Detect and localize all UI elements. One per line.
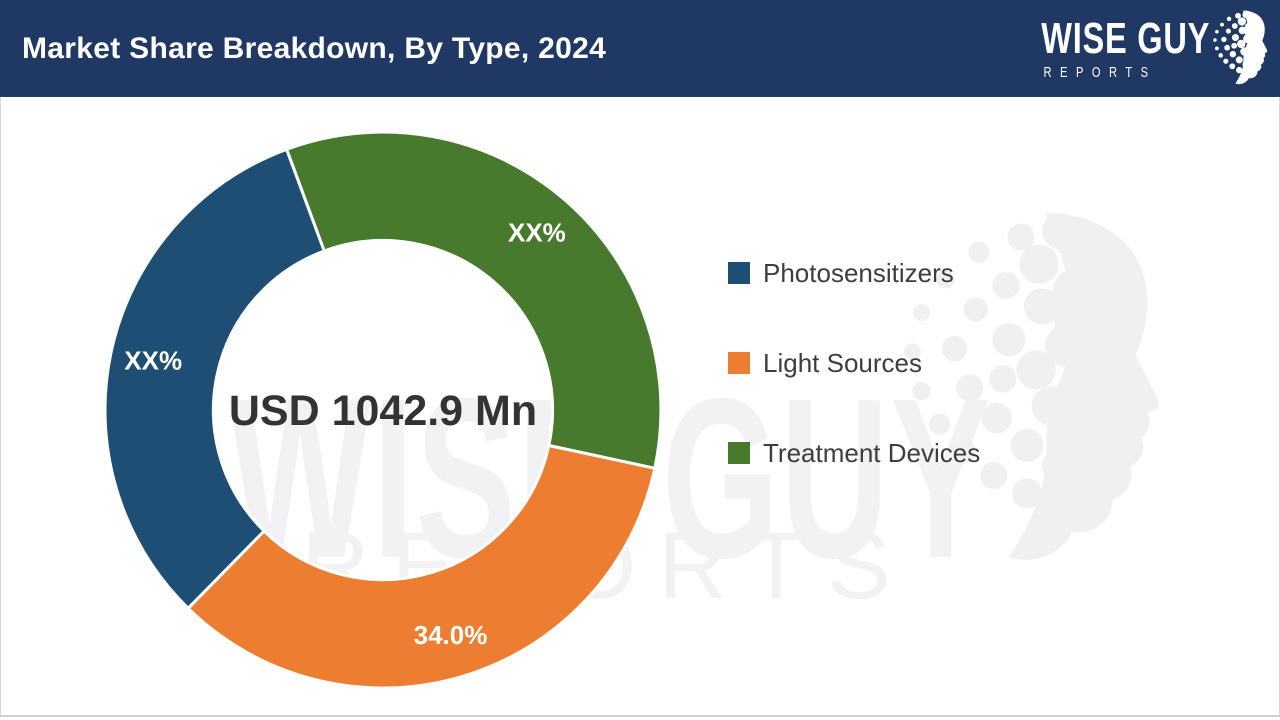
legend-label: Photosensitizers — [763, 257, 954, 288]
logo-text: WISE GUY REPORTS — [1041, 13, 1210, 81]
logo-subtext: REPORTS — [1043, 63, 1157, 81]
legend-row-treatment-devices: Treatment Devices — [728, 438, 980, 468]
donut-chart: XX% 34.0% XX% — [103, 130, 663, 690]
legend-label: Treatment Devices — [763, 437, 981, 468]
legend-swatch-photosensitizers — [728, 262, 750, 284]
donut-segment-treatment-devices — [285, 130, 663, 470]
legend-label: Light Sources — [763, 347, 922, 378]
bottom-divider — [0, 715, 1280, 717]
legend-swatch-treatment-devices — [728, 442, 750, 464]
chart-center-label: USD 1042.9 Mn — [228, 387, 538, 435]
legend-row-light-sources: Light Sources — [728, 348, 980, 378]
legend: Photosensitizers Light Sources Treatment… — [728, 258, 980, 468]
legend-row-photosensitizers: Photosensitizers — [728, 258, 980, 288]
segment-label: 34.0% — [414, 620, 488, 650]
legend-swatch-light-sources — [728, 352, 750, 374]
donut-segment-photosensitizers — [103, 147, 326, 610]
logo-face-icon — [1206, 7, 1270, 91]
donut-segment-light-sources — [186, 444, 657, 690]
segment-label: XX% — [508, 217, 566, 247]
header-bar: Market Share Breakdown, By Type, 2024 WI… — [0, 0, 1280, 97]
logo-wordmark: WISE GUY — [1041, 13, 1210, 63]
wise-guy-logo: WISE GUY REPORTS — [982, 0, 1270, 97]
segment-label: XX% — [124, 346, 182, 376]
page-title: Market Share Breakdown, By Type, 2024 — [22, 31, 607, 65]
